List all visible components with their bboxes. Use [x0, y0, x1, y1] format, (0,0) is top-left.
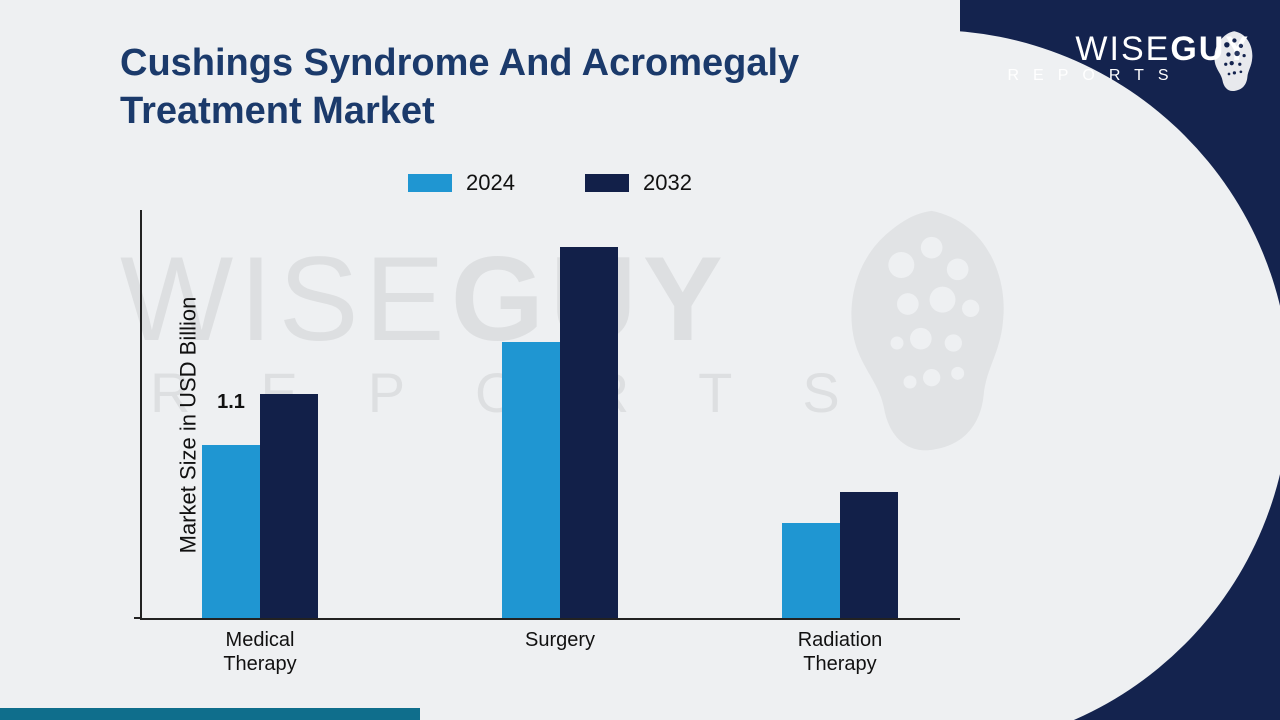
y-tick: [134, 617, 142, 619]
bar-chart: Market Size in USD Billion 2024 2032 1.1…: [140, 190, 960, 660]
chart-title: Cushings Syndrome And Acromegaly Treatme…: [120, 40, 860, 135]
brand-head-icon: [1202, 28, 1256, 94]
bar: [202, 445, 260, 618]
bar: [840, 492, 898, 618]
bar: [560, 247, 618, 618]
legend-item-2024: 2024: [408, 170, 515, 196]
category-label: Surgery: [525, 628, 595, 652]
bar-group: Surgery: [502, 247, 618, 618]
bar-group: Medical Therapy: [202, 394, 318, 618]
brand-line1a: WISE: [1075, 30, 1170, 68]
legend-label-2032: 2032: [643, 170, 692, 196]
category-label: Radiation Therapy: [798, 628, 883, 676]
legend-item-2032: 2032: [585, 170, 692, 196]
bar-group: Radiation Therapy: [782, 492, 898, 618]
legend-label-2024: 2024: [466, 170, 515, 196]
bar: [502, 342, 560, 618]
brand-line2: REPORTS: [990, 67, 1200, 85]
plot-area: 1.1Medical TherapySurgeryRadiation Thera…: [140, 210, 960, 620]
category-label: Medical Therapy: [223, 628, 296, 676]
legend: 2024 2032: [140, 170, 960, 196]
legend-swatch-2024: [408, 174, 452, 192]
canvas: WISEGUY REPORTS Cushings Syndrome And Ac…: [0, 0, 1280, 720]
legend-swatch-2032: [585, 174, 629, 192]
bottom-accent-bar: [0, 708, 420, 720]
bar: [260, 394, 318, 618]
bar: [782, 523, 840, 618]
